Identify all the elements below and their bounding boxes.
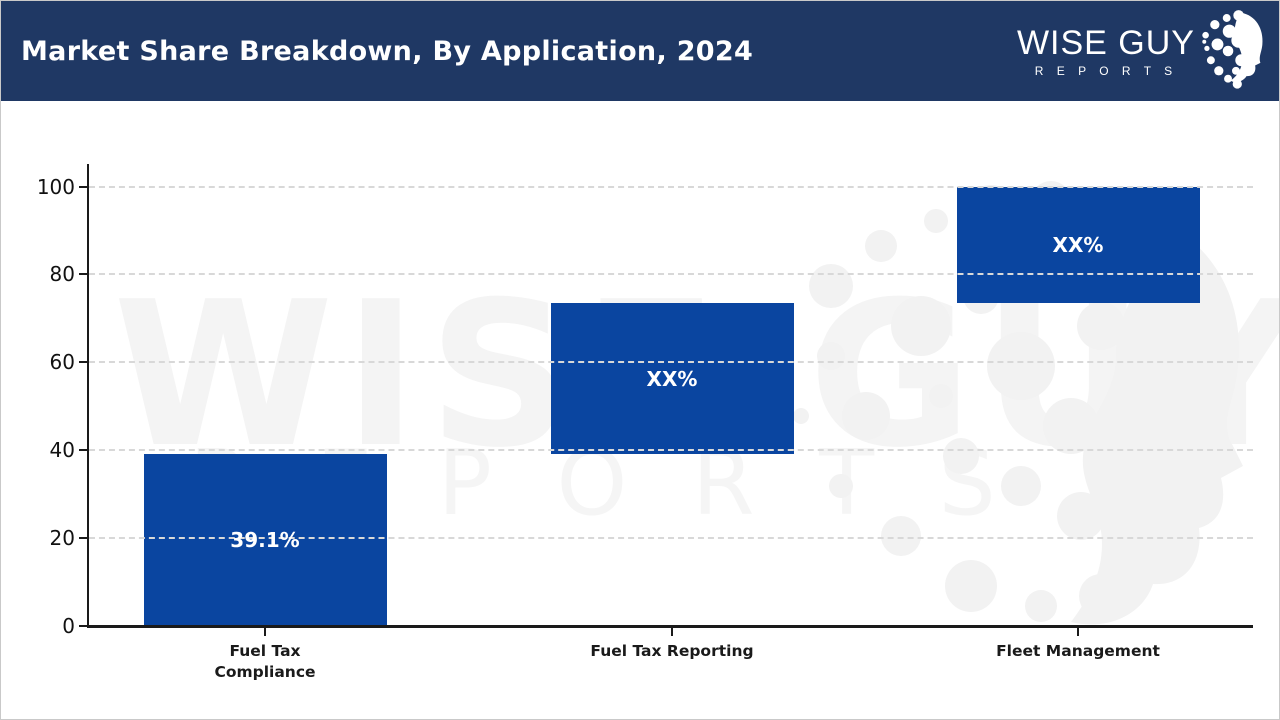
gridline-60 [89, 361, 1253, 364]
y-tick-label-0: 0 [62, 614, 75, 638]
brand-wordmark: WISE GUY [1016, 24, 1195, 62]
bar-fuel-tax-reporting [550, 303, 794, 455]
y-tick-mark-20 [79, 537, 87, 540]
y-axis-spine [87, 164, 89, 628]
x-category-label-fuel-tax-reporting: Fuel Tax Reporting [590, 642, 754, 660]
y-tick-mark-100 [79, 185, 87, 188]
bar-fuel-tax-compliance [143, 454, 387, 626]
brand-logo-text: WISE GUY R E P O R T S [1017, 24, 1195, 78]
header-bar: Market Share Breakdown, By Application, … [1, 1, 1279, 101]
x-tick-mark-fleet-management [1077, 628, 1079, 636]
y-tick-label-20: 20 [49, 526, 75, 551]
gridline-80 [89, 273, 1253, 276]
gridline-20 [89, 537, 1253, 540]
y-tick-mark-0 [79, 625, 87, 627]
brand-logo: WISE GUY R E P O R T S [1017, 10, 1265, 92]
bar-fleet-management [956, 186, 1200, 304]
y-tick-label-40: 40 [49, 438, 75, 463]
bar-value-label-fleet-management: XX% [1052, 232, 1104, 257]
x-tick-mark-fuel-tax-compliance [264, 628, 266, 636]
x-axis-spine [87, 625, 1253, 628]
page-title: Market Share Breakdown, By Application, … [21, 35, 754, 67]
y-tick-mark-60 [79, 361, 87, 364]
y-tick-mark-40 [79, 449, 87, 452]
bar-value-label-fuel-tax-reporting: XX% [646, 366, 698, 391]
gridline-40 [89, 449, 1253, 452]
bar-value-label-fuel-tax-compliance: 39.1% [230, 528, 300, 553]
gridline-100 [89, 185, 1253, 188]
x-tick-mark-fuel-tax-reporting [671, 628, 673, 636]
watermark-tagline: R E P O R T S [189, 431, 1014, 536]
y-tick-mark-80 [79, 273, 87, 276]
brand-tagline: R E P O R T S [1034, 64, 1178, 78]
watermark-face-icon [793, 181, 1243, 625]
y-tick-label-60: 60 [49, 350, 75, 375]
y-tick-label-80: 80 [49, 262, 75, 287]
watermark-wordmark: WISE GUY [113, 259, 1280, 492]
wiseguy-face-icon [1202, 10, 1263, 89]
x-category-label-fuel-tax-compliance: Fuel Tax Compliance [214, 642, 316, 681]
x-category-label-fleet-management: Fleet Management [996, 642, 1160, 660]
y-tick-label-100: 100 [36, 174, 75, 199]
